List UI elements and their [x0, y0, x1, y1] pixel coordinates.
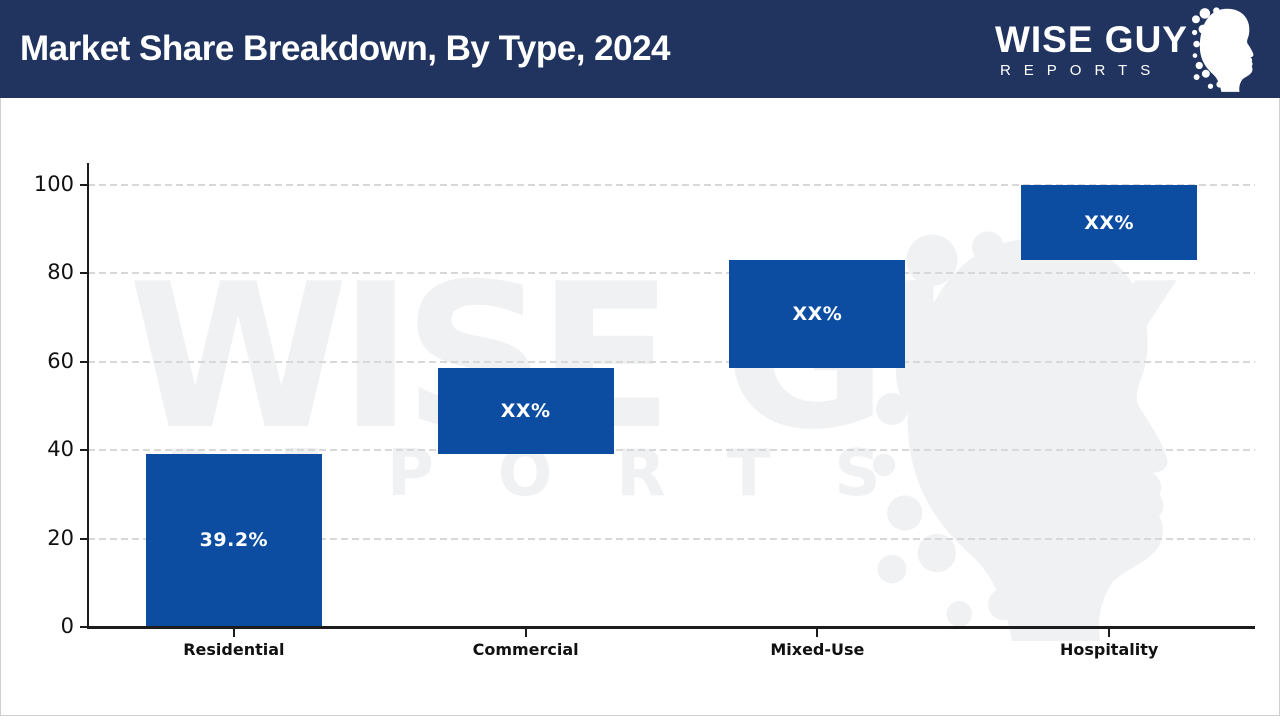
y-tick-label: 40: [47, 437, 74, 462]
y-tick-label: 20: [47, 525, 74, 550]
wise-guy-logo: WISE GUY REPORTS: [995, 6, 1256, 92]
x-category-label: Hospitality: [1059, 640, 1159, 659]
x-axis-line: [87, 626, 1255, 629]
x-category-label: Commercial: [472, 640, 579, 659]
bar-mixed-use: XX%: [729, 260, 906, 368]
gridline-20: [88, 537, 1255, 540]
bar-value-label: 39.2%: [199, 529, 269, 552]
y-tick-mark: [80, 537, 88, 540]
y-tick-label: 80: [47, 260, 74, 285]
gridline-80: [88, 272, 1255, 275]
y-tick-label: 100: [33, 172, 74, 196]
logo-text: WISE GUY REPORTS: [995, 21, 1188, 78]
bar-residential: 39.2%: [145, 453, 322, 627]
logo-subtext: REPORTS: [999, 61, 1164, 79]
y-tick-label: 0: [60, 614, 74, 638]
x-tick-mark: [1108, 629, 1111, 637]
x-category-label: Mixed-Use: [770, 640, 865, 659]
gridline-40: [88, 449, 1255, 452]
bar-commercial: XX%: [437, 367, 614, 454]
bar-value-label: XX%: [792, 303, 843, 326]
y-tick-mark: [80, 360, 88, 363]
y-tick-mark: [80, 184, 88, 186]
y-tick-mark: [80, 272, 88, 275]
x-category-label: Residential: [183, 640, 285, 659]
bar-value-label: XX%: [500, 399, 551, 422]
logo-head-icon: [1191, 7, 1254, 92]
x-tick-mark: [816, 629, 819, 637]
y-tick-mark: [80, 449, 88, 452]
bar-value-label: XX%: [1084, 211, 1135, 234]
page-title: Market Share Breakdown, By Type, 2024: [20, 29, 671, 68]
bar-hospitality: XX%: [1021, 185, 1198, 261]
x-tick-mark: [232, 629, 235, 637]
y-tick-label: 60: [47, 348, 74, 373]
logo-wordmark: WISE GUY: [994, 18, 1188, 60]
y-axis-line: [87, 163, 89, 629]
x-tick-mark: [524, 629, 527, 637]
header-bar: Market Share Breakdown, By Type, 2024 WI…: [0, 0, 1280, 98]
y-tick-mark: [80, 626, 88, 628]
gridline-100: [88, 184, 1255, 186]
gridline-60: [88, 360, 1255, 363]
